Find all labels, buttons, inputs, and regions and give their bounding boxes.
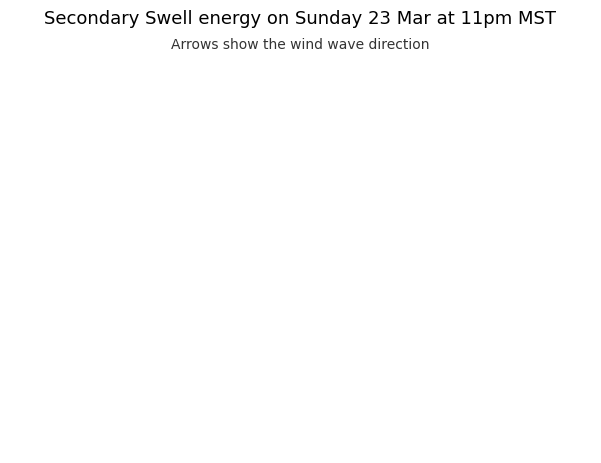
Text: Arrows show the wind wave direction: Arrows show the wind wave direction — [171, 38, 430, 52]
Text: Secondary Swell energy on Sunday 23 Mar at 11pm MST: Secondary Swell energy on Sunday 23 Mar … — [44, 10, 557, 28]
Text: Map requires cartopy: Map requires cartopy — [212, 249, 389, 267]
